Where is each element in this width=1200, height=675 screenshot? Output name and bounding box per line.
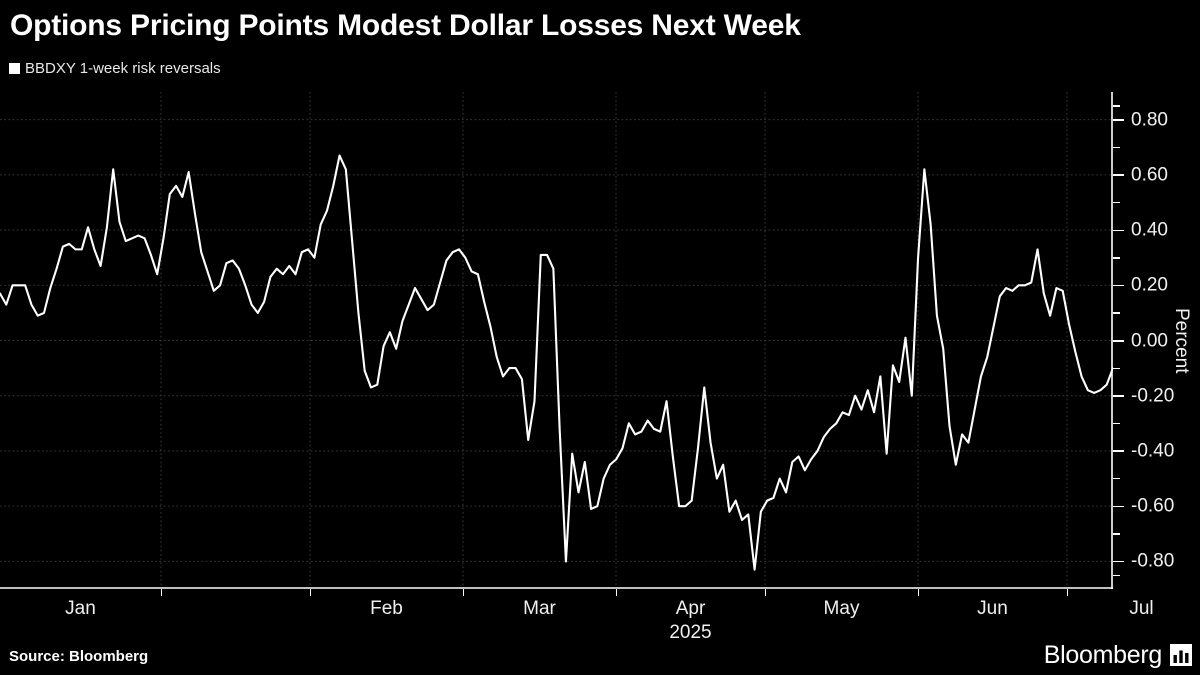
x-tick-mark	[1067, 589, 1069, 596]
plot-area	[0, 92, 1113, 589]
y-tick-minor	[1113, 146, 1120, 149]
y-axis-title: Percent	[1168, 92, 1194, 589]
y-tick-major	[1113, 560, 1124, 563]
bloomberg-brand: Bloomberg	[1044, 641, 1192, 669]
legend-label: BBDXY 1-week risk reversals	[25, 59, 221, 77]
x-tick-label: Feb	[370, 598, 403, 619]
x-tick-mark	[616, 589, 618, 596]
y-tick-label: -0.20	[1131, 385, 1175, 407]
legend-swatch-icon	[9, 62, 20, 74]
y-tick-minor	[1113, 105, 1120, 107]
y-tick-major	[1113, 505, 1124, 508]
y-tick-major	[1113, 119, 1124, 121]
y-tick-minor	[1113, 574, 1120, 577]
x-tick-label: May	[823, 598, 860, 619]
y-tick-label: 0.80	[1131, 109, 1168, 131]
y-tick-label: -0.60	[1131, 495, 1175, 517]
y-tick-major	[1113, 284, 1124, 287]
x-axis: Jan Feb Mar Apr 2025 May Jun Jul	[0, 589, 1154, 649]
chart-svg	[0, 92, 1113, 589]
chart-legend: BBDXY 1-week risk reversals	[9, 58, 221, 78]
y-tick-label: 0.40	[1131, 219, 1168, 241]
x-tick-label: Jan	[65, 598, 96, 619]
y-tick-minor	[1113, 533, 1120, 535]
y-tick-label: -0.80	[1131, 550, 1175, 572]
y-tick-label: 0.60	[1131, 164, 1168, 186]
y-tick-major	[1113, 174, 1124, 176]
series-line-bbdxy	[0, 154, 1113, 571]
vertical-gridlines	[160, 92, 1068, 588]
y-tick-major	[1113, 229, 1124, 232]
y-tick-major	[1113, 340, 1124, 342]
x-tick-label: Jul	[1129, 598, 1154, 619]
y-tick-label: -0.40	[1131, 440, 1175, 462]
y-axis: 0.80 0.60 0.40 0.20 0.00 -0.20 -0.40 -0.60 -0.80	[1113, 92, 1200, 589]
y-axis-title-label: Percent	[1171, 307, 1192, 374]
x-tick-mark	[463, 589, 465, 596]
source-note: Source: Bloomberg	[9, 648, 149, 665]
y-tick-minor	[1113, 312, 1120, 314]
page-title: Options Pricing Points Modest Dollar Los…	[10, 9, 801, 42]
x-tick-label: Apr	[675, 598, 706, 619]
y-tick-minor	[1113, 478, 1120, 480]
y-tick-major	[1113, 450, 1124, 453]
y-tick-minor	[1113, 201, 1120, 204]
y-tick-minor	[1113, 367, 1120, 369]
x-tick-mark	[310, 589, 312, 596]
y-tick-minor	[1113, 422, 1120, 425]
y-tick-major	[1113, 395, 1124, 397]
x-tick-mark	[161, 589, 163, 596]
x-tick-mark	[765, 589, 767, 596]
x-tick-label: Jun	[977, 598, 1008, 619]
brand-wordmark: Bloomberg	[1043, 641, 1163, 669]
y-tick-minor	[1113, 257, 1120, 259]
y-tick-label: 0.20	[1131, 274, 1168, 296]
bloomberg-bars-icon	[1170, 644, 1192, 666]
x-tick-mark	[918, 589, 920, 596]
horizontal-gridlines	[0, 119, 1113, 562]
y-tick-label: 0.00	[1131, 330, 1168, 351]
x-tick-label: Mar	[523, 598, 556, 619]
x-axis-year-label: 2025	[669, 622, 712, 643]
